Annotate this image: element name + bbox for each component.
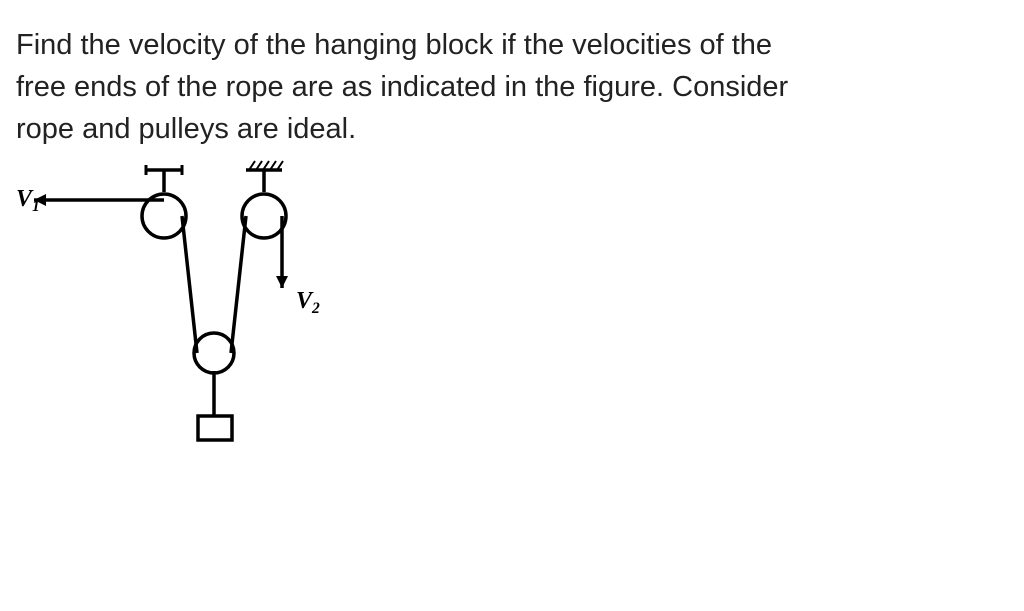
problem-line-3: rope and pulleys are ideal. — [16, 113, 356, 145]
problem-line-2: free ends of the rope are as indicated i… — [16, 71, 788, 103]
problem-line-1: Find the velocity of the hanging block i… — [16, 29, 772, 61]
pulley-diagram: V1 V2 — [16, 158, 1008, 463]
v1-label: V1 — [16, 186, 40, 215]
diagram-svg: V1 V2 — [16, 158, 396, 458]
problem-statement: Find the velocity of the hanging block i… — [16, 24, 976, 150]
v2-label: V2 — [296, 288, 320, 317]
